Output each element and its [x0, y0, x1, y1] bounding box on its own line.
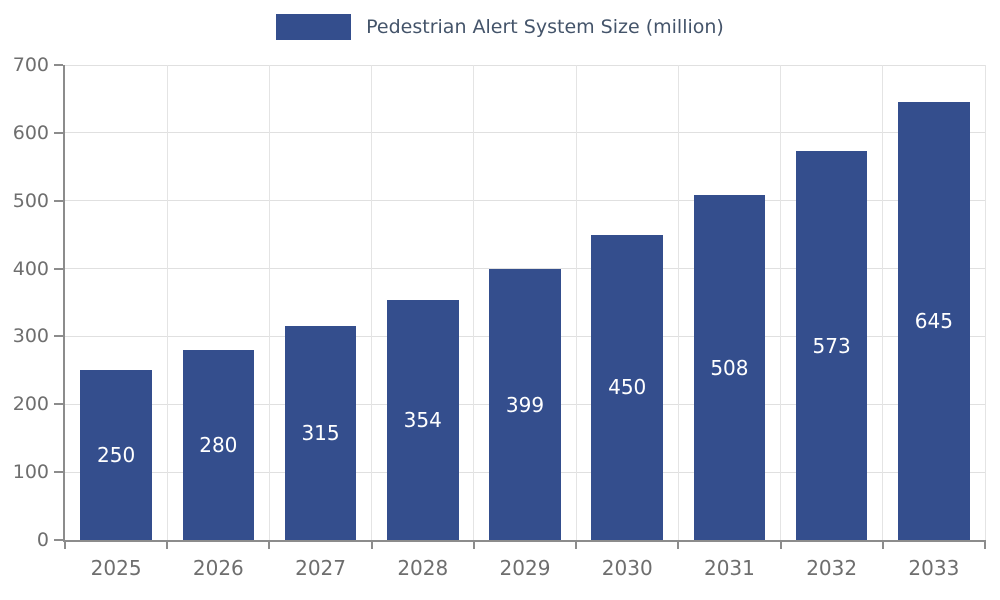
- v-gridline: [371, 65, 373, 540]
- bar: [591, 234, 663, 540]
- bar: [80, 370, 152, 540]
- y-tick-label: 0: [36, 529, 49, 551]
- x-tick-label: 2030: [601, 556, 653, 580]
- v-gridline: [166, 65, 168, 540]
- bar: [489, 269, 561, 540]
- x-tick-label: 2027: [295, 556, 346, 580]
- x-tick-label: 2032: [806, 556, 858, 580]
- v-gridline: [575, 65, 577, 540]
- y-axis-line: [63, 65, 65, 540]
- x-tick-mark: [166, 540, 169, 549]
- v-gridline: [268, 65, 270, 540]
- y-tick-mark: [54, 267, 63, 270]
- x-tick-mark: [268, 540, 271, 549]
- bar-value-label: 399: [505, 392, 545, 417]
- bar-value-label: 508: [710, 355, 749, 380]
- x-tick-label: 2029: [499, 556, 551, 580]
- h-gridline: [65, 132, 985, 134]
- plot-area: 0 100 200 300 400 500 600 700 250 2025 280 2026 315 2…: [13, 54, 986, 580]
- bar-value-label: 315: [301, 421, 340, 446]
- h-gridline: [65, 64, 985, 66]
- x-tick-mark: [370, 540, 373, 549]
- x-tick-label: 2026: [192, 556, 244, 580]
- y-tick-label: 200: [12, 393, 49, 416]
- y-tick-label: 700: [12, 54, 49, 76]
- x-tick-mark: [472, 540, 475, 549]
- bar: [693, 195, 766, 540]
- bar: [387, 299, 459, 540]
- y-tick-label: 400: [12, 257, 49, 280]
- bar-value-label: 250: [97, 443, 136, 468]
- x-tick-mark: [575, 540, 578, 549]
- h-gridline: [65, 200, 985, 202]
- bar-value-label: 354: [403, 407, 442, 432]
- bar-value-label: 573: [812, 333, 851, 358]
- y-tick-mark: [54, 199, 63, 202]
- bar: [284, 326, 357, 540]
- y-tick-mark: [54, 131, 63, 134]
- y-tick-mark: [54, 335, 63, 338]
- v-gridline: [780, 65, 782, 540]
- x-tick-label: 2031: [703, 556, 755, 580]
- y-tick-mark: [54, 403, 63, 406]
- bar: [182, 350, 255, 540]
- y-tick-mark: [54, 64, 63, 66]
- v-gridline: [677, 65, 679, 540]
- x-tick-mark: [984, 540, 986, 549]
- bar-value-label: 280: [199, 433, 238, 457]
- x-tick-mark: [881, 540, 884, 549]
- x-tick-label: 2025: [90, 556, 142, 580]
- chart-legend: Pedestrian Alert System Size (million): [0, 14, 1000, 40]
- bar-value-label: 450: [608, 375, 647, 400]
- y-tick-mark: [54, 471, 63, 474]
- h-gridline: [65, 268, 985, 270]
- legend-label: Pedestrian Alert System Size (million): [366, 16, 724, 38]
- bar-value-label: 645: [914, 309, 953, 334]
- y-tick-label: 600: [12, 121, 49, 144]
- bar: [795, 151, 868, 540]
- x-tick-mark: [779, 540, 782, 549]
- x-axis-line: [63, 540, 985, 542]
- bar: [898, 102, 970, 540]
- v-gridline: [473, 65, 475, 540]
- y-tick-label: 300: [12, 325, 49, 348]
- v-gridline: [984, 65, 986, 540]
- y-tick-label: 100: [12, 461, 49, 484]
- v-gridline: [882, 65, 884, 540]
- x-tick-label: 2028: [397, 556, 449, 580]
- legend-swatch: [276, 14, 352, 40]
- y-tick-mark: [54, 539, 63, 541]
- x-tick-label: 2033: [908, 556, 960, 580]
- y-tick-label: 500: [12, 189, 49, 212]
- x-tick-mark: [64, 540, 66, 549]
- x-tick-mark: [677, 540, 680, 549]
